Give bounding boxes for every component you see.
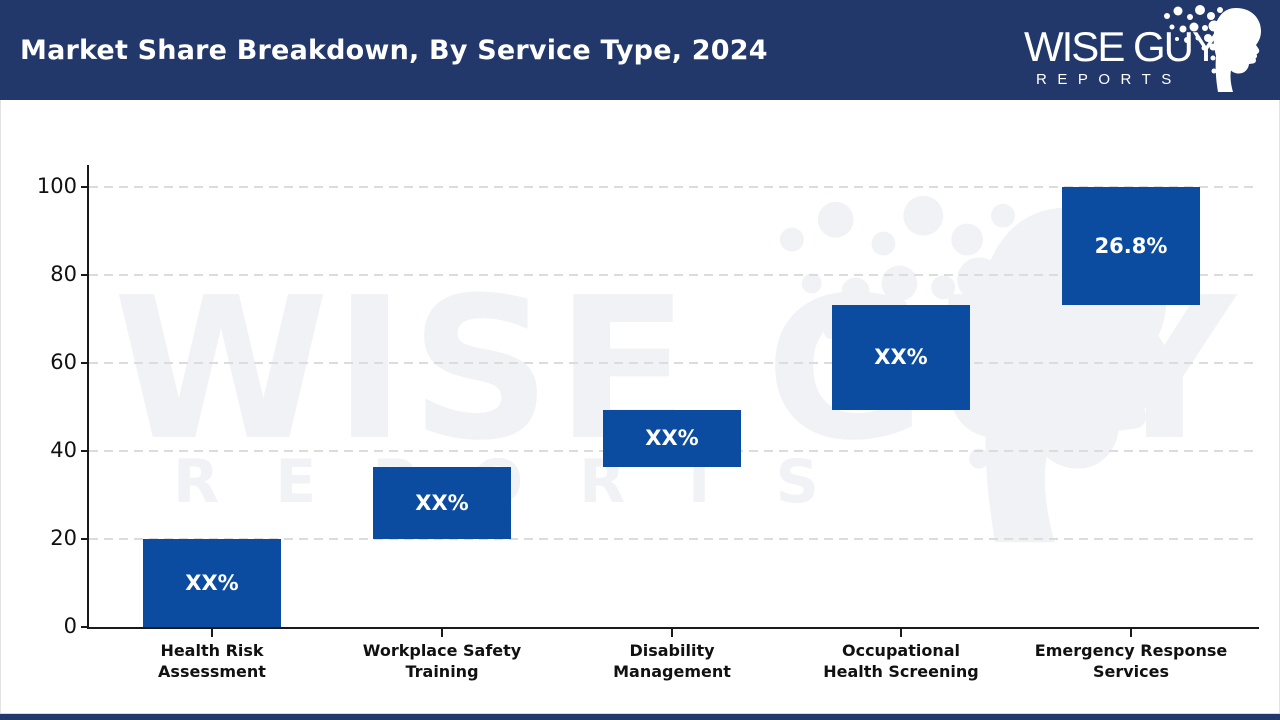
x-tick-mark	[900, 629, 902, 637]
x-tick-mark	[1130, 629, 1132, 637]
wiseguy-logo: WISE GUY REPORTS	[1024, 5, 1261, 92]
waterfall-bar	[143, 539, 281, 627]
y-tick-label: 20	[50, 526, 77, 550]
x-category-label: Health Risk Assessment	[158, 641, 266, 681]
bar-value-label: XX%	[185, 571, 239, 595]
y-gridline	[89, 186, 1259, 188]
y-tick-label: 80	[50, 262, 77, 286]
bar-value-label: 26.8%	[1094, 233, 1168, 258]
x-category-label: Occupational Health Screening	[823, 641, 979, 681]
x-tick-mark	[671, 629, 673, 637]
chart-area: WISE GUY REPORTS 0 20 40 60 80 100 XX% XX% XX% XX…	[0, 100, 1280, 713]
y-tick-label: 60	[50, 350, 77, 374]
x-axis-line	[87, 627, 1259, 629]
waterfall-bar	[832, 304, 970, 410]
y-tick-mark	[81, 538, 89, 540]
x-tick-mark	[211, 629, 213, 637]
logo-subtext: REPORTS	[1036, 71, 1182, 88]
wiseguy-face-icon	[1164, 5, 1261, 92]
bar-value-label: XX%	[645, 426, 699, 451]
logo-wordmark: WISE GUY	[1024, 23, 1220, 70]
y-gridline	[89, 362, 1259, 364]
y-tick-label: 100	[36, 174, 77, 198]
footer-bar	[0, 714, 1280, 720]
footer-divider	[0, 713, 1280, 714]
page-title: Market Share Breakdown, By Service Type,…	[20, 34, 768, 66]
x-category-label: Workplace Safety Training	[362, 641, 522, 681]
bar-value-label: XX%	[874, 345, 928, 370]
y-axis-line	[87, 165, 89, 629]
bar-value-label: XX%	[415, 490, 469, 515]
y-tick-label: 0	[63, 614, 77, 638]
y-tick-mark	[81, 362, 89, 364]
waterfall-bar	[603, 409, 741, 467]
y-gridline	[89, 274, 1259, 276]
x-category-label: Disability Management	[613, 641, 731, 681]
x-tick-mark	[441, 629, 443, 637]
y-gridline	[89, 538, 1259, 540]
y-tick-mark	[81, 274, 89, 276]
x-category-label: Emergency Response Services	[1034, 641, 1228, 681]
y-tick-mark	[81, 450, 89, 452]
y-tick-label: 40	[50, 438, 77, 462]
waterfall-bar	[1062, 187, 1200, 305]
waterfall-bar	[373, 466, 511, 539]
y-tick-mark	[81, 186, 89, 188]
header-bar: Market Share Breakdown, By Service Type,…	[0, 0, 1280, 100]
y-tick-mark	[81, 626, 89, 628]
